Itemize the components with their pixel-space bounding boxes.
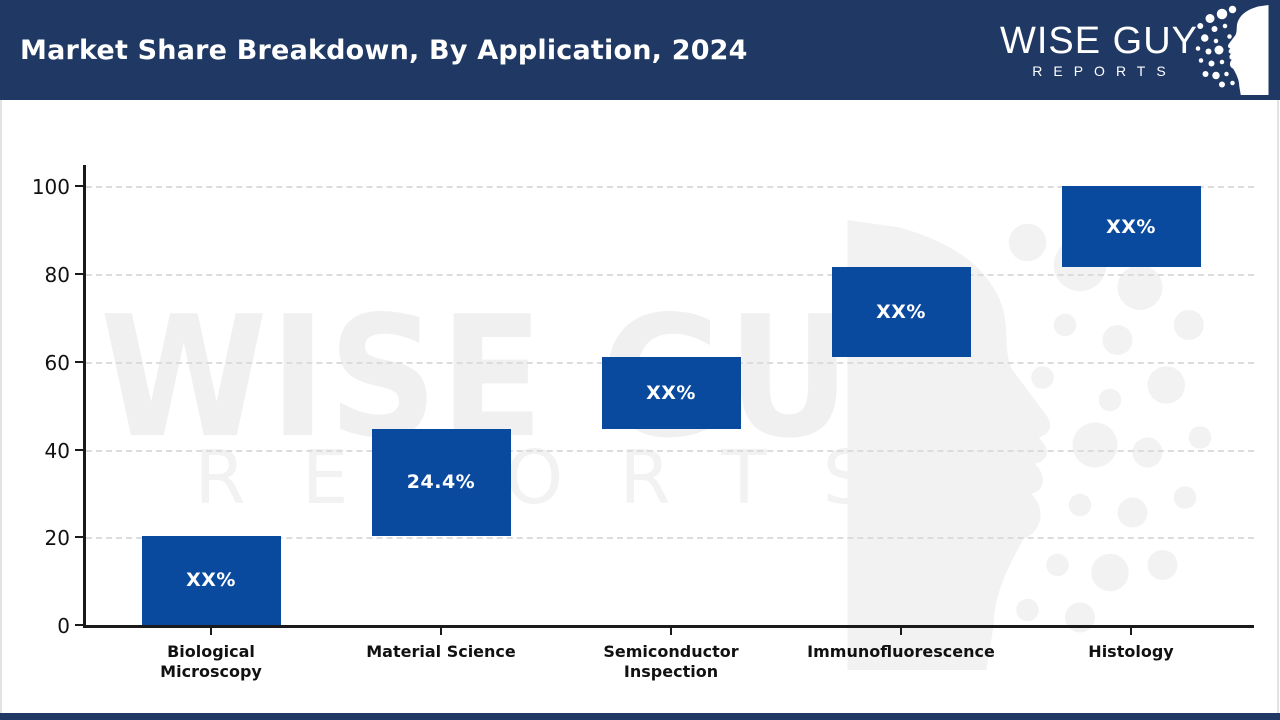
x-tick-mark-2	[670, 627, 672, 635]
x-axis-category-label: Semiconductor Inspection	[603, 642, 739, 681]
y-tick-mark-0	[75, 624, 83, 626]
y-tick-label-0: 0	[57, 614, 70, 638]
footer-bar	[0, 713, 1280, 720]
x-tick-mark-1	[440, 627, 442, 635]
y-tick-label-20: 20	[44, 526, 70, 551]
gridline-20	[86, 537, 1254, 540]
y-tick-label-40: 40	[44, 438, 70, 463]
x-axis-line	[83, 625, 1254, 628]
bar-histology[interactable]: XX%	[1061, 186, 1201, 268]
bar-immunofluorescence[interactable]: XX%	[831, 267, 971, 357]
x-tick-mark-3	[900, 627, 902, 635]
brand-logo: WISE GUY REPORTS	[1000, 5, 1280, 95]
bar-value-label: XX%	[646, 381, 696, 404]
bar-value-label: XX%	[1106, 215, 1156, 238]
bar-biological-microscopy[interactable]: XX%	[141, 535, 281, 625]
x-axis-category-label: Material Science	[366, 642, 516, 661]
x-axis-category-label: Biological Microscopy	[160, 642, 262, 681]
x-axis-category-label: Histology	[1088, 642, 1174, 661]
bar-material-science[interactable]: 24.4%	[371, 428, 511, 536]
brand-logo-wordmark: WISE GUY	[999, 20, 1198, 62]
y-axis-line	[83, 165, 86, 627]
y-tick-label-100: 100	[31, 175, 70, 200]
left-edge-line	[0, 100, 2, 713]
y-tick-mark-60	[75, 360, 83, 363]
page-title: Market Share Breakdown, By Application, …	[20, 34, 748, 66]
bar-value-label: 24.4%	[406, 471, 476, 494]
chart-canvas: WISE GUY REPORTS 0 20 40 60 80 100 XX% Biologic…	[0, 100, 1280, 713]
y-tick-mark-80	[75, 273, 83, 276]
bar-value-label: XX%	[186, 569, 236, 592]
y-tick-label-80: 80	[44, 263, 70, 288]
x-tick-mark-4	[1130, 627, 1132, 635]
bar-semiconductor-inspection[interactable]: XX%	[601, 356, 741, 429]
gridline-40	[86, 449, 1254, 452]
brand-logo-subtitle: REPORTS	[1032, 63, 1177, 79]
right-edge-line	[1277, 100, 1279, 713]
gridline-80	[86, 274, 1254, 277]
bar-value-label: XX%	[876, 301, 926, 324]
y-tick-mark-100	[75, 185, 83, 188]
y-tick-label-60: 60	[44, 350, 70, 375]
y-tick-mark-20	[75, 536, 83, 539]
header-bar: Market Share Breakdown, By Application, …	[0, 0, 1280, 100]
x-tick-mark-0	[210, 627, 212, 635]
gridline-100	[86, 186, 1254, 189]
y-tick-mark-40	[75, 448, 83, 451]
x-axis-category-label: Immunofluorescence	[807, 642, 995, 661]
